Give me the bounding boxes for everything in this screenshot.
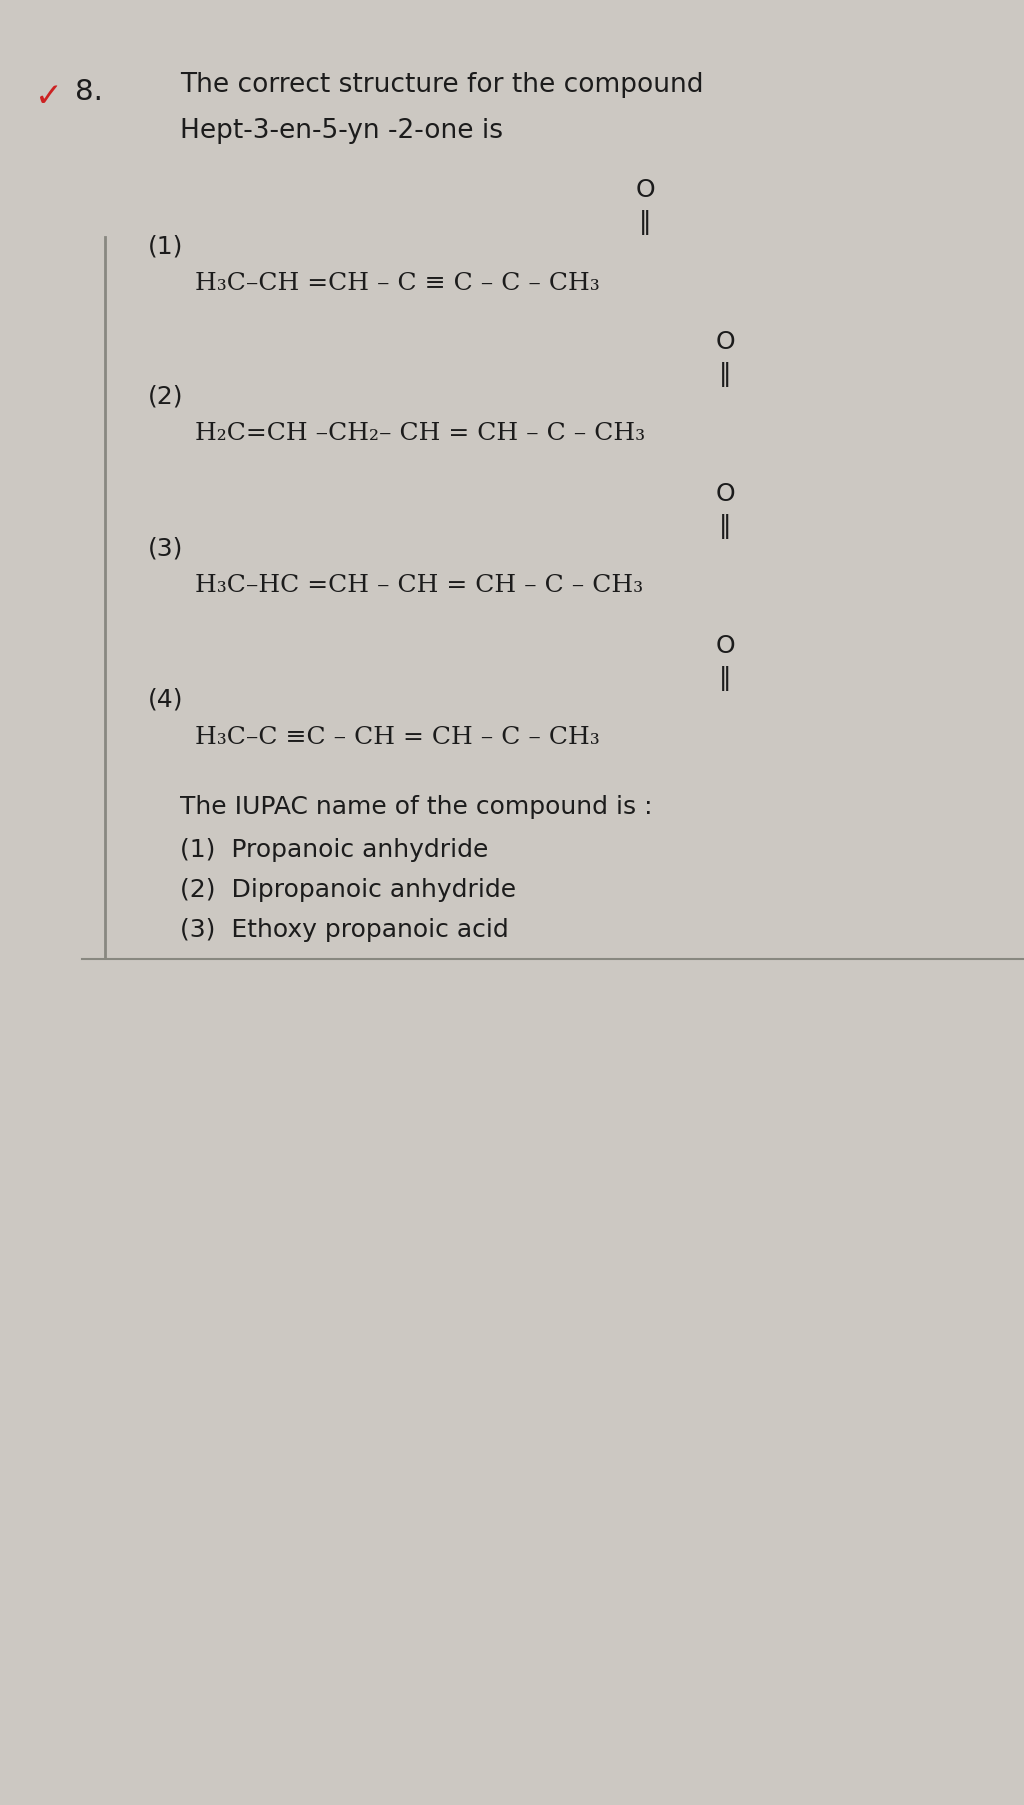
- Text: (3): (3): [148, 536, 183, 561]
- Text: (4): (4): [148, 688, 183, 711]
- Text: 8.: 8.: [75, 78, 102, 106]
- Text: O: O: [635, 179, 654, 202]
- Text: H₂C=CH –CH₂– CH = CH – C – CH₃: H₂C=CH –CH₂– CH = CH – C – CH₃: [195, 422, 645, 444]
- Text: O: O: [715, 634, 735, 657]
- Text: ‖: ‖: [719, 361, 731, 386]
- Text: (3)  Ethoxy propanoic acid: (3) Ethoxy propanoic acid: [180, 917, 509, 942]
- Text: ✓: ✓: [35, 79, 63, 114]
- Text: Hept-3-en-5-yn -2-one is: Hept-3-en-5-yn -2-one is: [180, 117, 503, 144]
- Text: ‖: ‖: [719, 666, 731, 691]
- Text: The IUPAC name of the compound is :: The IUPAC name of the compound is :: [180, 794, 652, 818]
- Text: ‖: ‖: [719, 514, 731, 538]
- Text: O: O: [715, 330, 735, 354]
- Text: H₃C–CH =CH – C ≡ C – C – CH₃: H₃C–CH =CH – C ≡ C – C – CH₃: [195, 273, 600, 294]
- Text: H₃C–C ≡C – CH = CH – C – CH₃: H₃C–C ≡C – CH = CH – C – CH₃: [195, 726, 600, 749]
- Text: ‖: ‖: [639, 209, 651, 235]
- Text: (1): (1): [148, 235, 183, 258]
- Text: (2)  Dipropanoic anhydride: (2) Dipropanoic anhydride: [180, 877, 516, 901]
- Text: O: O: [715, 482, 735, 505]
- Text: H₃C–HC =CH – CH = CH – C – CH₃: H₃C–HC =CH – CH = CH – C – CH₃: [195, 574, 643, 597]
- Text: (1)  Propanoic anhydride: (1) Propanoic anhydride: [180, 838, 488, 861]
- Text: The correct structure for the compound: The correct structure for the compound: [180, 72, 703, 97]
- Text: (2): (2): [148, 384, 183, 408]
